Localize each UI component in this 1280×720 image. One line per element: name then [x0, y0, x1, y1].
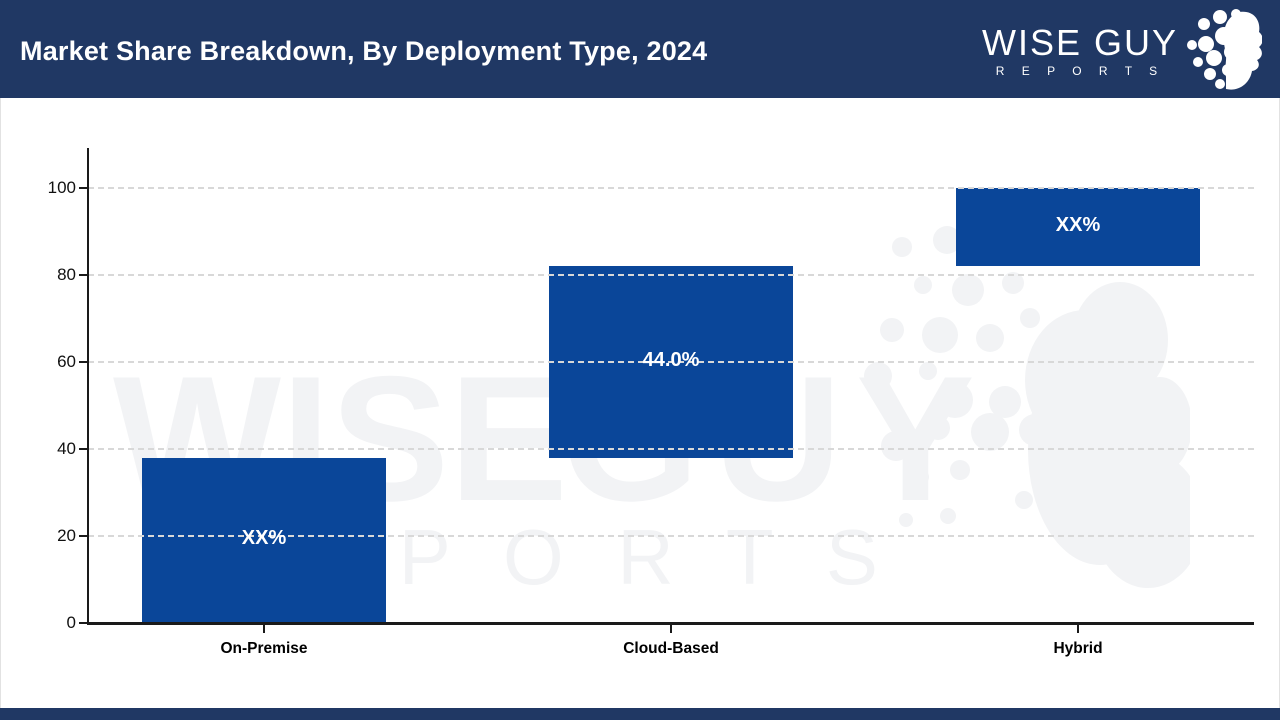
bar-hybrid — [956, 188, 1200, 267]
y-tick-mark — [79, 448, 88, 450]
y-tick-label: 20 — [57, 526, 76, 545]
bar-on-premise — [142, 457, 386, 623]
gridline — [88, 448, 1254, 450]
bar-value-label: XX% — [241, 527, 287, 550]
logo-secondary-text: R E P O R T S — [995, 63, 1165, 78]
bar-value-label: XX% — [1055, 214, 1101, 237]
y-tick-label: 100 — [47, 178, 76, 197]
logo-text: WISE GUY R E P O R T S — [981, 21, 1178, 78]
y-tick-mark — [79, 361, 88, 363]
y-tick-label: 40 — [57, 439, 76, 458]
y-tick-mark — [79, 274, 88, 276]
y-axis-line — [87, 148, 89, 625]
footer-bar — [0, 708, 1280, 720]
page-title: Market Share Breakdown, By Deployment Ty… — [20, 35, 708, 66]
gridline — [88, 361, 1254, 363]
y-tick-label: 0 — [66, 613, 76, 632]
y-tick-mark — [79, 622, 88, 624]
x-tick-mark — [1077, 625, 1079, 633]
x-tick-mark — [263, 625, 265, 633]
y-tick-mark — [79, 187, 88, 189]
logo-primary-text: WISE GUY — [981, 21, 1178, 63]
bar-value-label: 44.0% — [642, 349, 700, 371]
x-category-label: On-Premise — [220, 640, 308, 657]
header-bar: Market Share Breakdown, By Deployment Ty… — [0, 0, 1280, 98]
gridline — [88, 274, 1254, 276]
wise-guy-reports-logo: WISE GUY R E P O R T S — [982, 9, 1262, 93]
gridline — [88, 535, 1254, 537]
y-tick-mark — [79, 535, 88, 537]
dotted-head-icon — [1187, 9, 1262, 90]
y-tick-label: 60 — [57, 352, 76, 371]
watermark-dotted-head — [864, 226, 1190, 588]
gridline — [88, 187, 1254, 189]
x-category-label: Hybrid — [1053, 640, 1103, 657]
x-axis-line — [88, 622, 1254, 625]
x-tick-mark — [670, 625, 672, 633]
y-tick-label: 80 — [57, 265, 76, 284]
x-category-label: Cloud-Based — [623, 640, 719, 657]
